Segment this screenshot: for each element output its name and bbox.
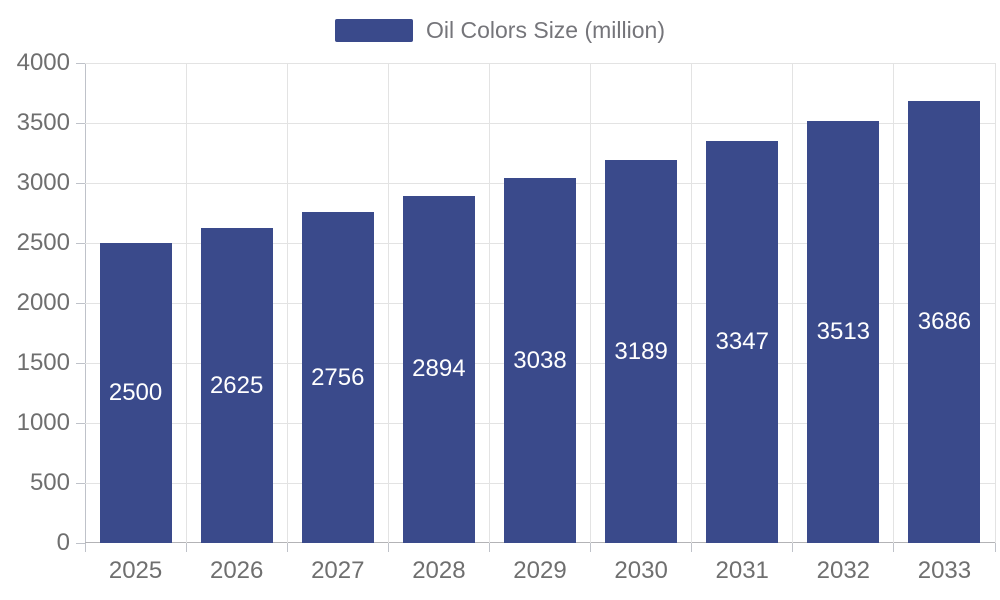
y-axis-label: 2500 (16, 229, 70, 256)
y-axis-tick (76, 182, 85, 184)
bar-2030[interactable]: 3189 (605, 160, 678, 543)
x-axis-tick (590, 543, 592, 552)
x-axis-tick (84, 543, 86, 552)
v-gridline (185, 63, 187, 543)
y-axis-label: 500 (29, 469, 70, 496)
x-axis-label: 2029 (513, 557, 567, 584)
y-axis-tick (76, 302, 85, 304)
bar-value-label: 3038 (513, 346, 567, 374)
v-gridline (387, 63, 389, 543)
x-axis-label: 2025 (108, 557, 163, 584)
y-axis-tick (76, 542, 85, 544)
x-axis-label: 2026 (209, 557, 264, 584)
bar-2025[interactable]: 2500 (99, 243, 172, 543)
bar-2032[interactable]: 3513 (807, 121, 880, 543)
y-axis-tick (76, 482, 85, 484)
bar-value-label: 3513 (816, 318, 871, 346)
v-gridline (994, 63, 996, 543)
x-axis-tick (792, 543, 794, 552)
legend-label: Oil Colors Size (million) (426, 17, 665, 43)
bar-2026[interactable]: 2625 (200, 228, 273, 543)
y-axis-tick (76, 362, 85, 364)
y-axis-label: 1500 (16, 349, 70, 376)
plot-area: 2500 2625 2756 2894 3038 3189 3347 3513 3686 (76, 62, 996, 552)
bar-value-label: 2756 (311, 363, 365, 391)
x-axis-label: 2033 (917, 557, 972, 584)
y-axis-label: 3500 (16, 109, 70, 136)
y-axis-label: 3000 (16, 169, 70, 196)
v-gridline (286, 63, 288, 543)
v-gridline (488, 63, 490, 543)
y-axis-tick (76, 422, 85, 424)
x-axis-tick (488, 543, 490, 552)
v-gridline (792, 63, 794, 543)
y-axis-label: 2000 (16, 289, 70, 316)
v-gridline (691, 63, 693, 543)
x-axis-label: 2027 (311, 557, 365, 584)
y-axis-label: 1000 (16, 409, 70, 436)
x-axis-label: 2032 (816, 557, 871, 584)
x-axis-tick (387, 543, 389, 552)
x-axis-tick (286, 543, 288, 552)
bar-2031[interactable]: 3347 (706, 141, 779, 543)
bar-2028[interactable]: 2894 (402, 195, 475, 543)
bar-2029[interactable]: 3038 (504, 178, 576, 543)
y-axis-tick (76, 122, 85, 124)
h-gridline (85, 62, 995, 64)
bar-2027[interactable]: 2756 (301, 212, 374, 543)
legend[interactable]: Oil Colors Size (million) (0, 17, 1000, 44)
bar-value-label: 3189 (614, 337, 668, 365)
bar-2033[interactable]: 3686 (908, 100, 981, 543)
y-axis-tick (76, 62, 85, 64)
legend-swatch (335, 19, 413, 42)
x-axis-tick (185, 543, 187, 552)
x-axis-tick (994, 543, 996, 552)
y-axis-label: 4000 (16, 49, 70, 76)
bar-value-label: 2894 (412, 355, 466, 383)
bar-value-label: 3347 (715, 328, 769, 356)
v-gridline (590, 63, 592, 543)
bar-value-label: 2625 (209, 371, 264, 399)
x-axis-label: 2030 (614, 557, 668, 584)
h-gridline (85, 122, 995, 124)
bar-value-label: 2500 (108, 379, 163, 406)
y-axis-tick (76, 242, 85, 244)
x-axis-label: 2028 (412, 557, 466, 584)
x-axis-tick (691, 543, 693, 552)
y-axis-label: 0 (56, 529, 70, 556)
v-gridline (893, 63, 895, 543)
x-axis-tick (893, 543, 895, 552)
bar-value-label: 3686 (917, 307, 972, 335)
x-axis-label: 2031 (715, 557, 769, 584)
